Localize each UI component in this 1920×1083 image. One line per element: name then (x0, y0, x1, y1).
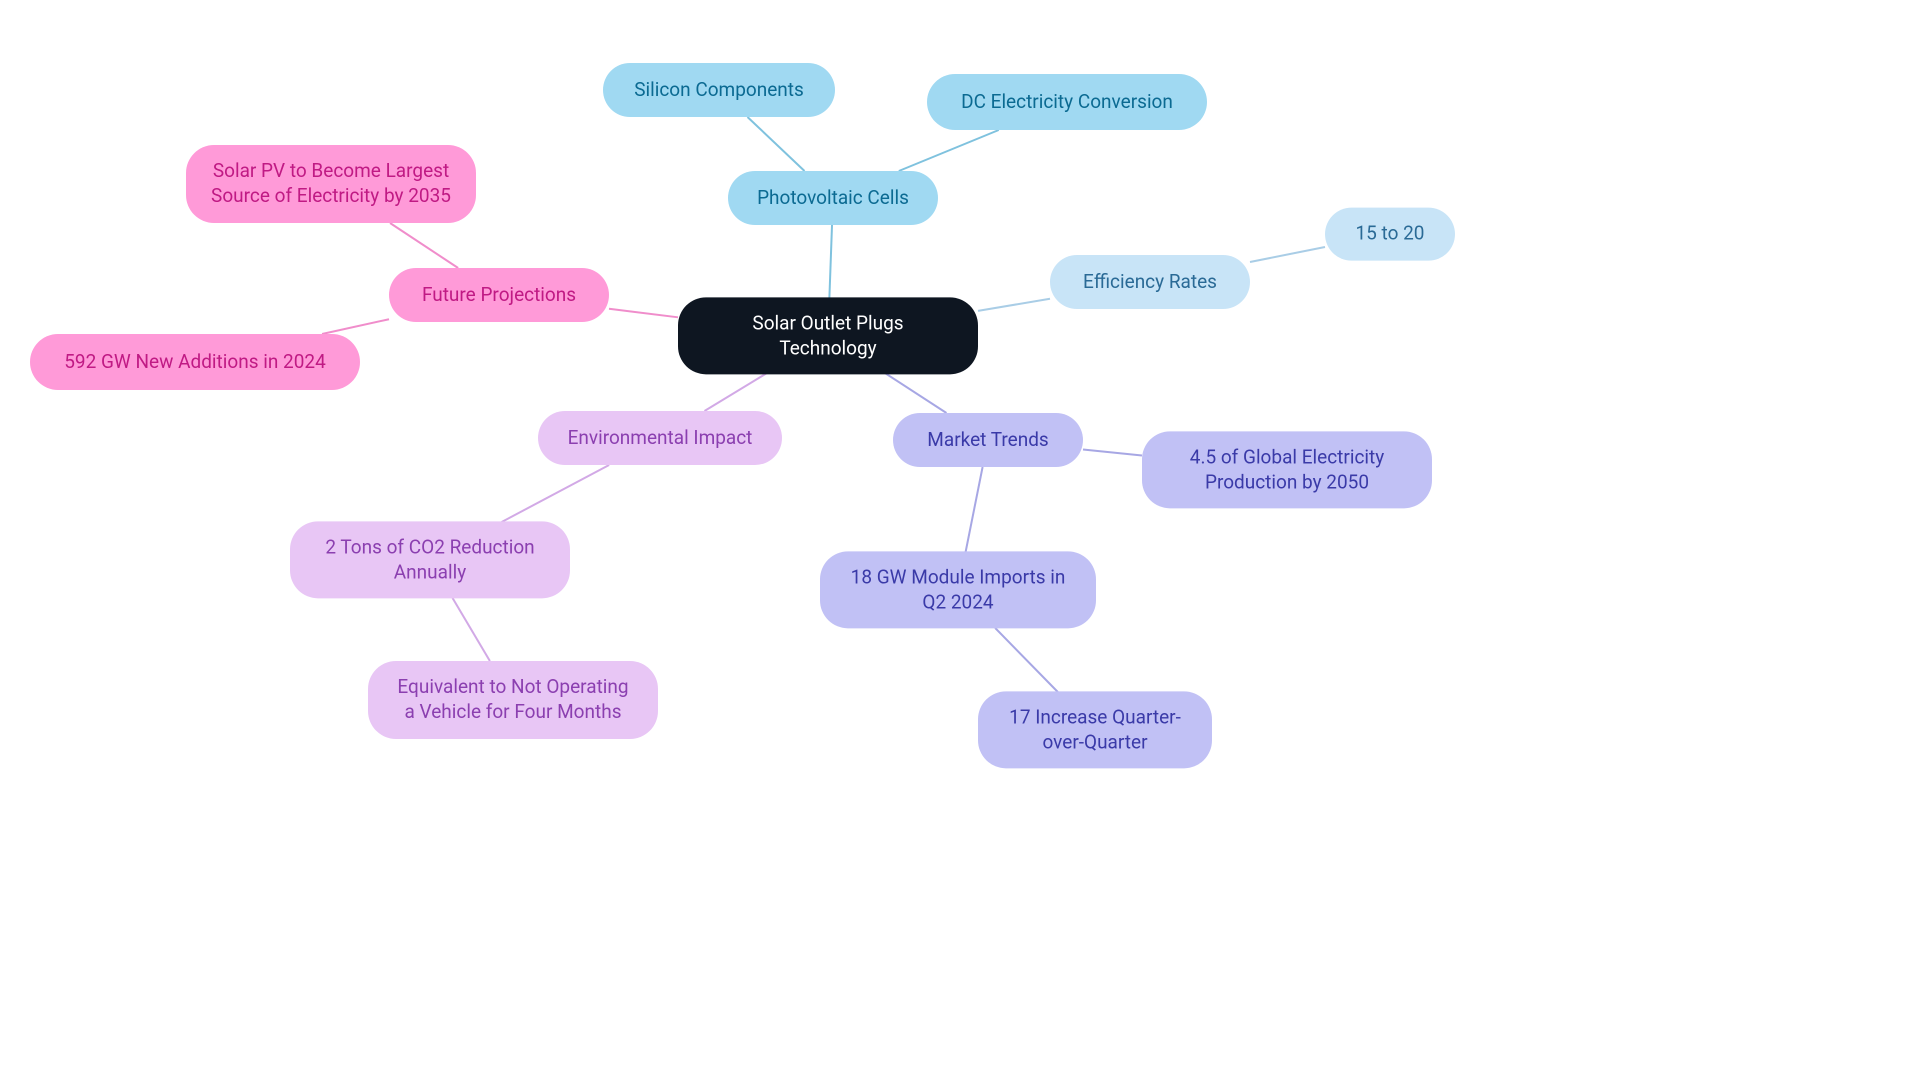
edge-market-mkt4_5 (1083, 450, 1142, 456)
edge-future-fut2035 (390, 223, 458, 268)
node-label: Solar Outlet Plugs Technology (702, 311, 954, 360)
node-label: Silicon Components (634, 78, 804, 103)
node-mkt18gw: 18 GW Module Imports in Q2 2024 (820, 551, 1096, 628)
node-label: 4.5 of Global Electricity Production by … (1166, 445, 1408, 494)
edge-eff-eff1520 (1250, 247, 1325, 262)
node-label: 592 GW New Additions in 2024 (64, 350, 326, 375)
node-label: Future Projections (422, 283, 576, 308)
node-label: Equivalent to Not Operating a Vehicle fo… (392, 675, 634, 724)
node-eff1520: 15 to 20 (1325, 208, 1455, 261)
node-eff: Efficiency Rates (1050, 255, 1250, 309)
edge-pv-silicon (748, 117, 805, 171)
node-label: Solar PV to Become Largest Source of Ele… (210, 159, 452, 208)
node-label: 17 Increase Quarter-over-Quarter (1002, 705, 1188, 754)
node-pv: Photovoltaic Cells (728, 171, 938, 225)
node-mkt4_5: 4.5 of Global Electricity Production by … (1142, 431, 1432, 508)
node-label: 15 to 20 (1355, 222, 1424, 247)
edge-env2t-env4mo (453, 598, 490, 661)
node-env4mo: Equivalent to Not Operating a Vehicle fo… (368, 661, 658, 739)
node-root: Solar Outlet Plugs Technology (678, 297, 978, 374)
node-future: Future Projections (389, 268, 609, 322)
node-label: 2 Tons of CO2 Reduction Annually (314, 535, 546, 584)
node-dc: DC Electricity Conversion (927, 74, 1207, 130)
node-fut592: 592 GW New Additions in 2024 (30, 334, 360, 390)
node-market: Market Trends (893, 413, 1083, 467)
edge-root-eff (978, 299, 1050, 311)
node-label: Photovoltaic Cells (757, 186, 909, 211)
edge-mkt18gw-mkt17 (995, 628, 1058, 692)
node-env: Environmental Impact (538, 411, 782, 465)
edge-env-env2t (502, 465, 609, 522)
edge-market-mkt18gw (966, 467, 983, 552)
node-label: Environmental Impact (568, 426, 753, 451)
node-fut2035: Solar PV to Become Largest Source of Ele… (186, 145, 476, 223)
node-silicon: Silicon Components (603, 63, 835, 117)
node-label: DC Electricity Conversion (961, 90, 1173, 115)
node-label: Market Trends (927, 428, 1048, 453)
edge-pv-dc (899, 130, 999, 171)
edge-root-future (609, 309, 678, 318)
node-mkt17: 17 Increase Quarter-over-Quarter (978, 691, 1212, 768)
node-env2t: 2 Tons of CO2 Reduction Annually (290, 521, 570, 598)
edge-root-pv (829, 225, 832, 308)
node-label: Efficiency Rates (1083, 270, 1217, 295)
node-label: 18 GW Module Imports in Q2 2024 (844, 565, 1072, 614)
edge-future-fut592 (322, 319, 389, 334)
